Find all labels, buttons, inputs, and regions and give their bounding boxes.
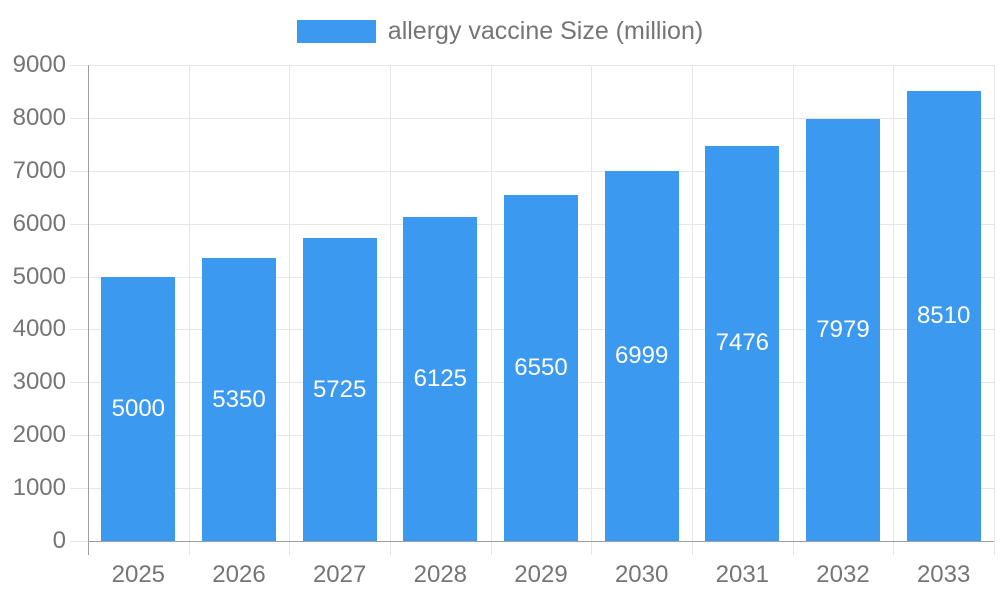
x-axis-label: 2033 [916,561,971,588]
bar-value-label: 7979 [816,316,870,343]
legend-item[interactable]: allergy vaccine Size (million) [0,18,1000,45]
y-axis-label: 4000 [12,315,66,343]
bar-value-label: 5725 [312,375,367,403]
gridline-horizontal [70,65,994,66]
bar-2025[interactable]: 5000 [101,276,176,541]
bar-2028[interactable]: 6125 [403,217,478,541]
y-axis-label: 1000 [12,474,66,502]
gridline-vertical [893,65,895,555]
legend-swatch [296,20,376,43]
plot-area: 0 1000 2000 3000 4000 5000 6000 7000 8000 9000 500… [13,51,995,588]
bar-2026[interactable]: 5350 [202,258,276,541]
x-axis-label: 2025 [111,561,166,588]
bar-value-label: 5000 [111,394,166,422]
y-axis-label: 2000 [12,421,66,449]
bar-2031[interactable]: 7476 [705,145,780,541]
x-axis-label: 2032 [816,561,870,588]
y-axis-label: 8000 [12,103,66,131]
x-axis-label: 2026 [212,561,266,588]
y-axis-label: 9000 [12,51,66,78]
bar-2029[interactable]: 6550 [504,194,578,541]
bar-value-label: 6999 [614,341,669,369]
gridline-vertical [289,65,291,555]
bar-value-label: 5350 [212,385,266,413]
gridline-vertical [994,65,995,555]
bar-value-label: 7476 [715,329,770,357]
gridline-vertical [490,65,492,555]
gridline-horizontal [70,117,994,119]
y-axis-tick [70,541,88,542]
x-axis-label: 2028 [413,561,468,588]
bar-2033[interactable]: 8510 [906,90,981,541]
y-axis-label: 7000 [12,156,66,184]
legend-label: allergy vaccine Size (million) [387,17,704,45]
x-axis-label: 2030 [614,561,669,588]
gridline-vertical [792,65,794,555]
y-axis-label: 6000 [12,209,66,237]
x-axis-label: 2027 [312,561,367,588]
bar-2027[interactable]: 5725 [302,238,377,541]
bar-value-label: 6125 [413,365,468,393]
bar-value-label: 6550 [514,353,568,381]
y-axis-label: 0 [52,527,66,554]
bar-value-label: 8510 [916,301,971,329]
gridline-vertical [591,65,593,555]
bar-2030[interactable]: 6999 [604,170,679,541]
x-axis-label: 2031 [715,561,770,588]
gridline-horizontal [70,170,994,172]
x-axis-line [88,541,994,542]
gridline-vertical [188,65,190,555]
y-axis-label: 3000 [12,368,66,396]
x-axis-label: 2029 [514,561,568,588]
y-axis-label: 5000 [12,262,66,290]
gridline-vertical [692,65,693,555]
gridline-vertical [390,65,391,555]
bar-2032[interactable]: 7979 [806,119,880,541]
y-axis-line [88,65,89,555]
